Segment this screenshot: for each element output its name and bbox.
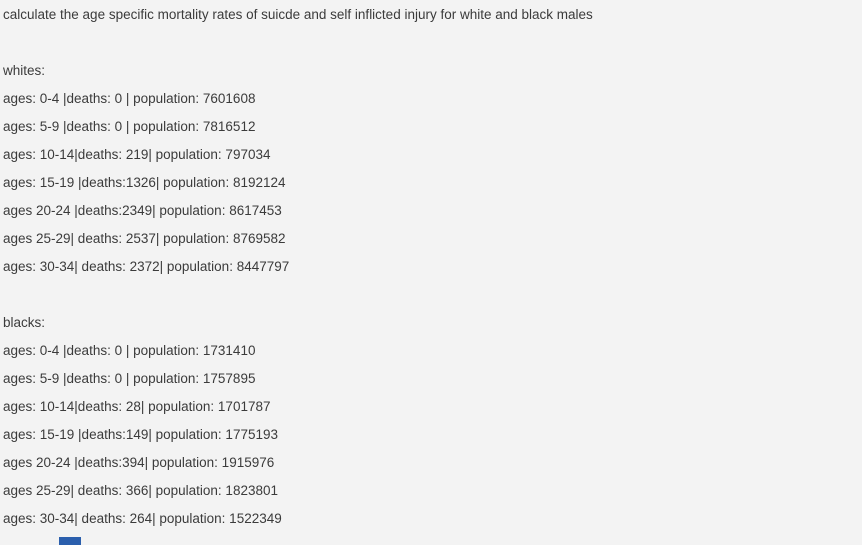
partial-selection-highlight xyxy=(59,537,81,545)
whites-row: ages: 30-34| deaths: 2372| population: 8… xyxy=(3,259,290,274)
blacks-row: ages: 10-14|deaths: 28| population: 1701… xyxy=(3,399,271,414)
whites-row: ages 20-24 |deaths:2349| population: 861… xyxy=(3,203,282,218)
whites-row: ages: 0-4 |deaths: 0 | population: 76016… xyxy=(3,91,256,106)
blacks-row: ages: 0-4 |deaths: 0 | population: 17314… xyxy=(3,343,256,358)
whites-row: ages: 10-14|deaths: 219| population: 797… xyxy=(3,147,271,162)
whites-row: ages: 5-9 |deaths: 0 | population: 78165… xyxy=(3,119,256,134)
blacks-header: blacks: xyxy=(3,315,46,330)
whites-header: whites: xyxy=(3,63,46,78)
blank-line xyxy=(3,29,862,57)
blacks-row: ages 20-24 |deaths:394| population: 1915… xyxy=(3,455,275,470)
blacks-row: ages: 30-34| deaths: 264| population: 15… xyxy=(3,511,282,526)
blacks-row: ages: 15-19 |deaths:149| population: 177… xyxy=(3,427,278,442)
blacks-row: ages: 5-9 |deaths: 0 | population: 17578… xyxy=(3,371,256,386)
whites-row: ages 25-29| deaths: 2537| population: 87… xyxy=(3,231,286,246)
blacks-row: ages 25-29| deaths: 366| population: 182… xyxy=(3,483,278,498)
task-title-line: calculate the age specific mortality rat… xyxy=(3,7,593,22)
blank-line xyxy=(3,281,862,309)
whites-row: ages: 15-19 |deaths:1326| population: 81… xyxy=(3,175,286,190)
